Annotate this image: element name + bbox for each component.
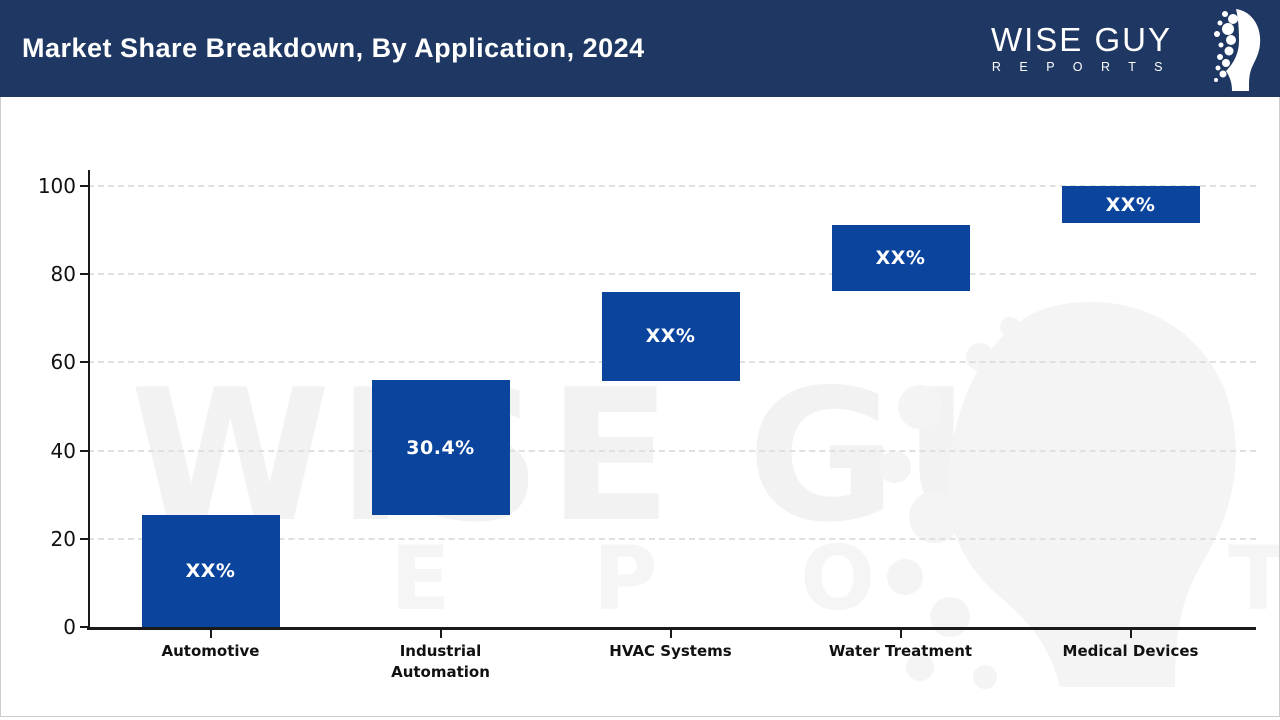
y-axis-tick-label: 60 — [50, 350, 76, 375]
x-axis-tick — [669, 630, 672, 638]
gridline — [88, 185, 1256, 187]
logo-subtext: R E P O R T S — [991, 60, 1170, 74]
x-axis-category-label: HVAC Systems — [609, 642, 732, 660]
watermark-subtext: R E P O R T S — [180, 527, 1280, 630]
gridline — [88, 273, 1256, 276]
bar-hvac-systems: XX% — [601, 291, 740, 381]
y-axis-tick-label: 40 — [50, 438, 76, 463]
x-axis-tick — [439, 630, 442, 638]
bar-medical-devices: XX% — [1061, 186, 1200, 224]
y-axis-tick — [80, 626, 88, 628]
x-axis-tick — [1129, 630, 1132, 638]
chart-title: Market Share Breakdown, By Application, … — [22, 33, 645, 63]
y-axis-tick-label: 20 — [50, 526, 76, 551]
x-axis-category-label: Water Treatment — [828, 642, 973, 660]
y-axis-tick — [80, 361, 88, 364]
bar-value-label: XX% — [645, 325, 696, 348]
bar-value-label: 30.4% — [406, 436, 475, 459]
bar-value-label: XX% — [185, 559, 236, 582]
bar-value-label: XX% — [875, 247, 926, 270]
x-axis-line — [87, 627, 1256, 630]
y-axis-tick-label: 80 — [50, 262, 76, 287]
x-axis-tick — [899, 630, 902, 638]
bar-water-treatment: XX% — [831, 225, 970, 292]
logo-wordmark: WISE GUY — [990, 21, 1172, 58]
x-axis-category-label: Industrial Automation — [391, 642, 490, 681]
x-axis-category-label: Medical Devices — [1062, 642, 1199, 660]
y-axis-tick-label: 100 — [37, 174, 76, 198]
gridline — [88, 537, 1256, 540]
y-axis-tick-label: 0 — [63, 615, 76, 639]
y-axis-tick — [80, 273, 88, 276]
y-axis-tick — [80, 185, 88, 187]
x-axis-tick — [209, 630, 212, 638]
x-axis-category-label: Automotive — [161, 642, 260, 660]
bar-automotive: XX% — [141, 514, 280, 627]
chart-area: WISE GUY R E P O R T S 0 20 40 60 80 100 XX% Au… — [0, 97, 1280, 717]
y-axis-line — [88, 170, 90, 629]
dotted-head-icon — [1214, 8, 1261, 91]
gridline — [88, 449, 1256, 452]
y-axis-tick — [80, 449, 88, 452]
watermark-wordmark: WISE GUY — [130, 350, 1195, 562]
wise-guy-logo: WISE GUY R E P O R T S — [991, 7, 1280, 91]
header-bar: Market Share Breakdown, By Application, … — [0, 0, 1280, 97]
logo-text: WISE GUY R E P O R T S — [991, 23, 1172, 74]
bar-industrial-automation: 30.4% — [371, 380, 510, 515]
y-axis-tick — [80, 537, 88, 540]
bar-value-label: XX% — [1105, 193, 1156, 216]
